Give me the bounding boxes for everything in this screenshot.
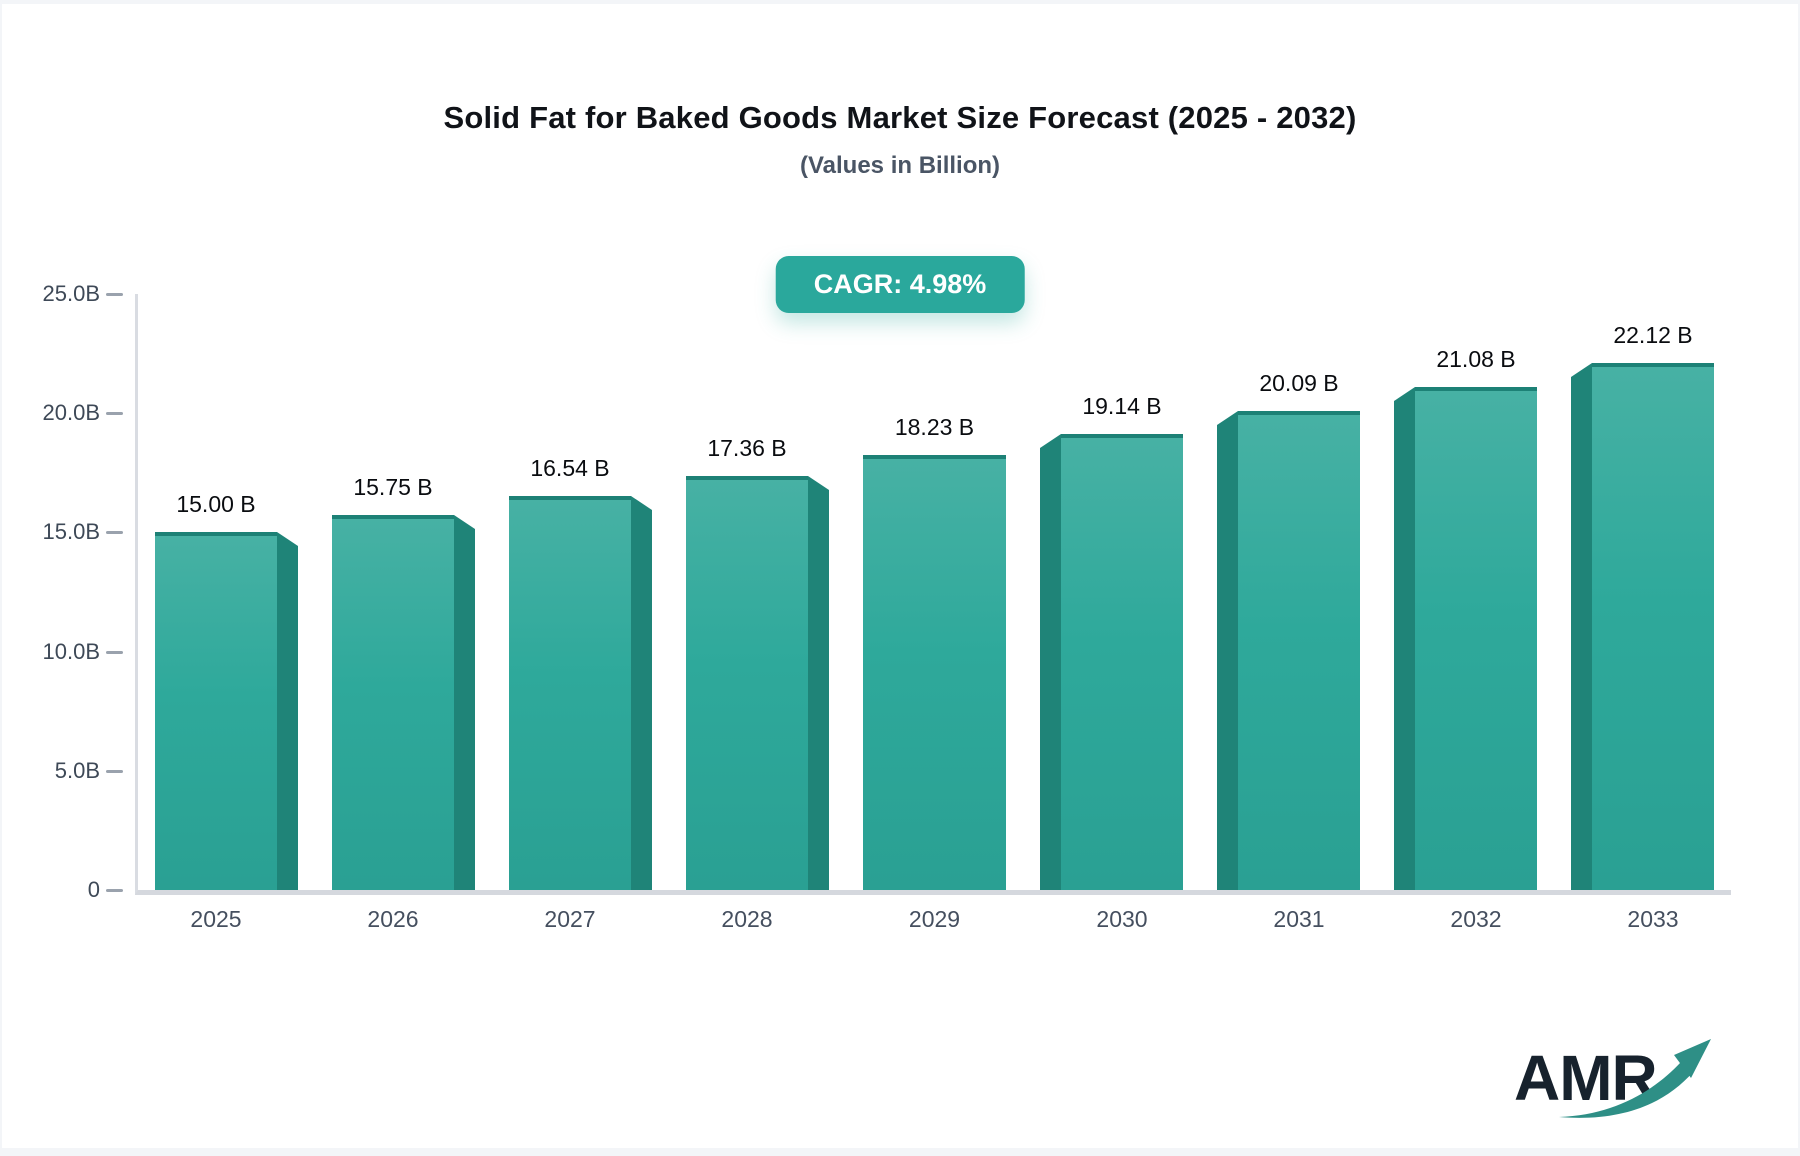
- y-tick-mark: [106, 650, 123, 654]
- bar-value-label: 18.23 B: [894, 414, 975, 440]
- bar-2027[interactable]: [509, 496, 652, 890]
- bar-front: [155, 532, 277, 890]
- cagr-badge: CAGR: 4.98%: [775, 256, 1025, 313]
- bar-2026[interactable]: [332, 515, 475, 890]
- bar-value-label: 15.75 B: [353, 474, 433, 500]
- amr-logo-arrow-swoosh: [1559, 1062, 1693, 1118]
- bar-front: [686, 476, 808, 890]
- y-tick-mark: [106, 293, 123, 296]
- bar-value-label: 20.09 B: [1259, 370, 1339, 396]
- amr-logo: AMR: [1514, 1039, 1711, 1118]
- x-axis-label: 2033: [1627, 906, 1679, 932]
- bar-group-2026: 15.75 B 2026: [315, 294, 492, 932]
- y-tick-mark: [106, 531, 123, 535]
- bar-2028[interactable]: [686, 476, 829, 890]
- bar-group-2029: 18.23 B 2029: [846, 294, 1023, 932]
- bar-front: [1592, 363, 1714, 890]
- bar-side-face: [454, 515, 475, 890]
- chart-subtitle: (Values in Billion): [799, 152, 1001, 179]
- plot-area: 0 5.0B 10.0B 15.0B 20.0B 25.0B 15.00 B 2025 15.7…: [43, 281, 1731, 932]
- bar-value-label: 16.54 B: [530, 455, 610, 481]
- bar-front: [1061, 434, 1183, 890]
- bar-group-2025: 15.00 B 2025: [138, 294, 315, 932]
- y-tick-mark: [106, 412, 123, 416]
- bar-2030[interactable]: [1040, 434, 1183, 890]
- y-axis-tick-label: 15.0B: [42, 519, 101, 545]
- bar-front: [509, 496, 631, 890]
- y-axis-tick-label: 5.0B: [54, 757, 100, 783]
- y-tick-mark: [106, 889, 123, 892]
- bar-2033[interactable]: [1571, 363, 1714, 890]
- bar-side-face: [631, 496, 652, 890]
- bar-front: [1238, 411, 1360, 890]
- bar-2029[interactable]: [863, 455, 1006, 890]
- x-axis-label: 2031: [1273, 906, 1325, 932]
- bar-group-2033: 22.12 B 2033: [1554, 294, 1731, 932]
- bar-2031[interactable]: [1217, 411, 1360, 890]
- x-axis-label: 2025: [190, 906, 242, 932]
- bar-group-2031: 20.09 B 2031: [1200, 294, 1377, 932]
- x-axis-label: 2028: [721, 906, 773, 932]
- bar-value-label: 15.00 B: [176, 491, 256, 517]
- bar-group-2030: 19.14 B 2030: [1023, 294, 1200, 932]
- bar-side-face: [808, 476, 829, 890]
- bar-group-2032: 21.08 B 2032: [1377, 294, 1554, 932]
- x-axis-label: 2032: [1450, 906, 1502, 932]
- bar-group-2028: 17.36 B 2028: [669, 294, 846, 932]
- bar-value-label: 21.08 B: [1436, 346, 1516, 372]
- y-axis-tick-label: 20.0B: [42, 400, 101, 426]
- bar-value-label: 22.12 B: [1613, 322, 1693, 348]
- y-tick-mark: [106, 769, 123, 773]
- x-axis-label: 2030: [1096, 906, 1148, 932]
- bar-side-face: [1040, 434, 1061, 890]
- amr-logo-arrowhead: [1674, 1039, 1711, 1078]
- y-axis-tick-label: 25.0B: [42, 281, 101, 306]
- x-axis-label: 2029: [908, 906, 961, 932]
- y-axis-tick-label: 0: [87, 877, 100, 902]
- y-axis-tick-label: 10.0B: [42, 638, 101, 664]
- bar-side-face: [1217, 411, 1238, 890]
- bar-2032[interactable]: [1394, 387, 1537, 890]
- bar-2025[interactable]: [155, 532, 298, 890]
- bar-front: [332, 515, 454, 890]
- bar-front: [863, 455, 1006, 890]
- x-axis-label: 2026: [367, 906, 419, 932]
- x-axis-label: 2027: [544, 906, 596, 932]
- bar-value-label: 19.14 B: [1082, 393, 1162, 419]
- bar-side-face: [1571, 363, 1592, 890]
- bar-side-face: [1394, 387, 1415, 890]
- bar-value-label: 17.36 B: [707, 435, 787, 461]
- bar-group-2027: 16.54 B 2027: [492, 294, 669, 932]
- chart-title: Solid Fat for Baked Goods Market Size Fo…: [443, 100, 1357, 135]
- bar-front: [1415, 387, 1537, 890]
- bar-side-face: [277, 532, 298, 890]
